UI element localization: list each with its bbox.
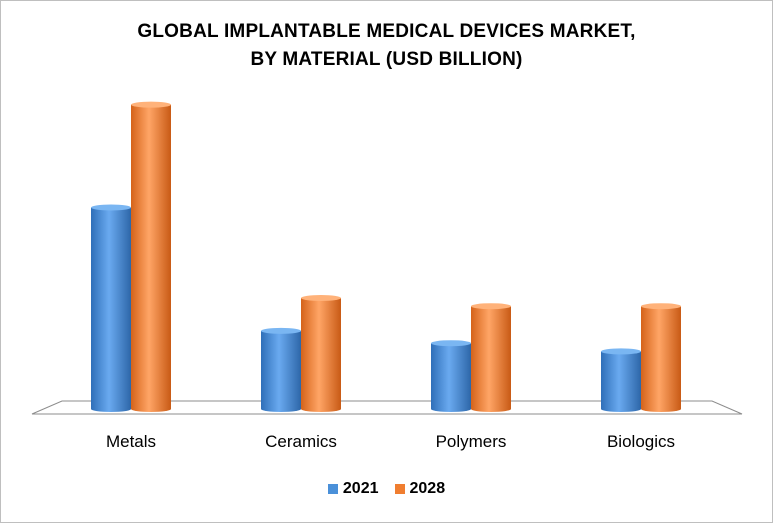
- category-label-biologics: Biologics: [607, 432, 675, 451]
- legend-label: 2028: [409, 480, 446, 497]
- bar-chart: Metals Ceramics Polymers Biologics: [31, 101, 743, 451]
- legend-item-2021: 2021: [327, 480, 379, 498]
- chart-title-line-2: BY MATERIAL (USD BILLION): [250, 49, 523, 70]
- bar-biologics-2028: [641, 303, 681, 412]
- legend-label: 2021: [342, 480, 379, 497]
- bar-ceramics-2021: [261, 327, 301, 412]
- category-label-ceramics: Ceramics: [265, 432, 337, 451]
- legend-swatch: [394, 484, 405, 494]
- chart-title-line-1: GLOBAL IMPLANTABLE MEDICAL DEVICES MARKE…: [137, 21, 636, 42]
- bar-biologics-2021: [601, 348, 641, 412]
- category-labels: Metals Ceramics Polymers Biologics: [106, 432, 675, 451]
- bar-metals-2021: [91, 204, 131, 412]
- bar-polymers-2028: [471, 303, 511, 412]
- bar-ceramics-2028: [301, 294, 341, 412]
- legend-swatch: [327, 484, 338, 494]
- bars-group: [91, 101, 681, 412]
- legend-item-2028: 2028: [394, 480, 446, 498]
- legend: 2021 2028: [0, 480, 773, 498]
- chart-title: GLOBAL IMPLANTABLE MEDICAL DEVICES MARKE…: [0, 18, 773, 74]
- category-label-polymers: Polymers: [436, 432, 507, 451]
- bar-polymers-2021: [431, 340, 471, 412]
- bar-metals-2028: [131, 101, 171, 412]
- category-label-metals: Metals: [106, 432, 156, 451]
